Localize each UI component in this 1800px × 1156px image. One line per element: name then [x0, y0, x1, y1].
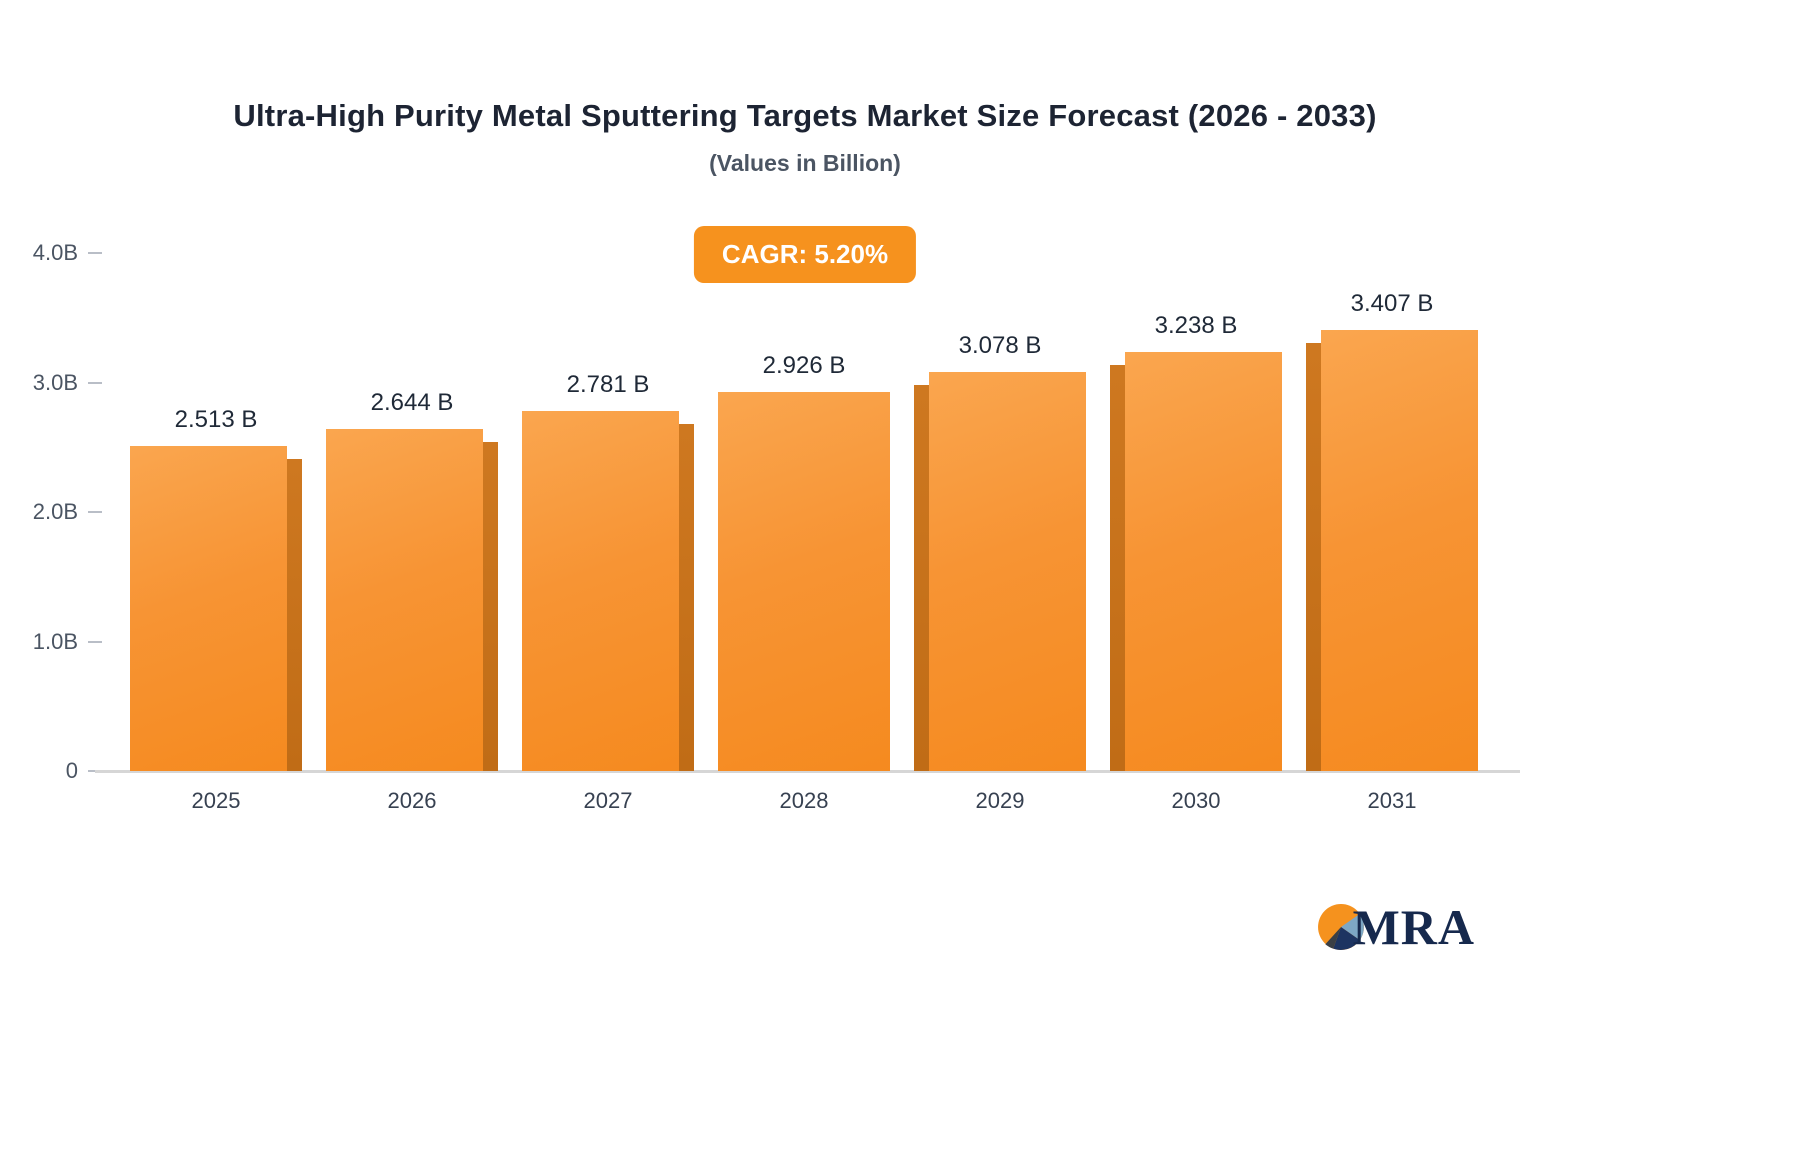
- y-axis-tick-label: 0: [65, 758, 78, 783]
- y-axis-tick-mark: [88, 252, 102, 254]
- y-axis-tick-label: 2.0B: [32, 499, 78, 524]
- bar-side-shadow: [1306, 342, 1321, 771]
- y-axis-tick-mark: [88, 511, 102, 513]
- bar-face: [929, 372, 1086, 771]
- bar-value-label: 2.781 B: [566, 370, 650, 398]
- y-axis-tick-label: 4.0B: [32, 240, 78, 265]
- x-axis-category-label: 2025: [191, 788, 241, 813]
- bar-face: [522, 410, 679, 771]
- x-axis-category-label: 2029: [975, 788, 1025, 813]
- bar-side-shadow: [287, 458, 302, 771]
- x-axis-line: [95, 770, 1520, 773]
- bar-2027: [522, 410, 694, 771]
- bar-face: [326, 428, 483, 771]
- bar-value-label: 2.926 B: [762, 352, 846, 380]
- y-axis-tick-label: 1.0B: [32, 628, 78, 654]
- bar-face: [130, 445, 287, 771]
- y-axis-tick-mark: [88, 381, 102, 384]
- x-axis-category-label: 2031: [1367, 788, 1417, 813]
- bar-value-label: 3.407 B: [1350, 289, 1434, 317]
- x-axis-category-label: 2026: [387, 788, 437, 813]
- bar-2025: [130, 445, 302, 771]
- bar-face: [1321, 329, 1478, 771]
- bar-2031: [1306, 329, 1478, 771]
- bar-value-label: 3.078 B: [958, 332, 1042, 360]
- chart-subtitle: (Values in Billion): [709, 150, 901, 176]
- x-axis-category-label: 2030: [1171, 788, 1221, 813]
- bar-value-label: 2.644 B: [370, 388, 454, 416]
- brand-logo: MRA: [1317, 898, 1475, 956]
- bar-2029: [914, 372, 1086, 771]
- bar-value-label: 3.238 B: [1154, 311, 1238, 339]
- x-axis-category-label: 2028: [779, 788, 829, 813]
- bar-value-label: 2.513 B: [174, 405, 258, 433]
- bar-side-shadow: [483, 441, 498, 771]
- bar-face: [1125, 351, 1282, 771]
- brand-logo-pie-icon: [1317, 903, 1365, 951]
- bar-side-shadow: [1110, 364, 1125, 771]
- brand-logo-text: MRA: [1352, 899, 1475, 955]
- bar-2028: [718, 392, 890, 771]
- cagr-badge: CAGR: 5.20%: [693, 226, 917, 283]
- bar-2026: [326, 428, 498, 771]
- bar-face: [718, 392, 890, 771]
- bar-side-shadow: [679, 423, 694, 771]
- chart-title: Ultra-High Purity Metal Sputtering Targe…: [233, 98, 1377, 133]
- bar-side-shadow: [914, 385, 929, 771]
- bar-2030: [1110, 351, 1282, 771]
- y-axis-tick-label: 3.0B: [32, 369, 78, 395]
- y-axis-tick-mark: [88, 640, 102, 643]
- x-axis-category-label: 2027: [583, 788, 633, 813]
